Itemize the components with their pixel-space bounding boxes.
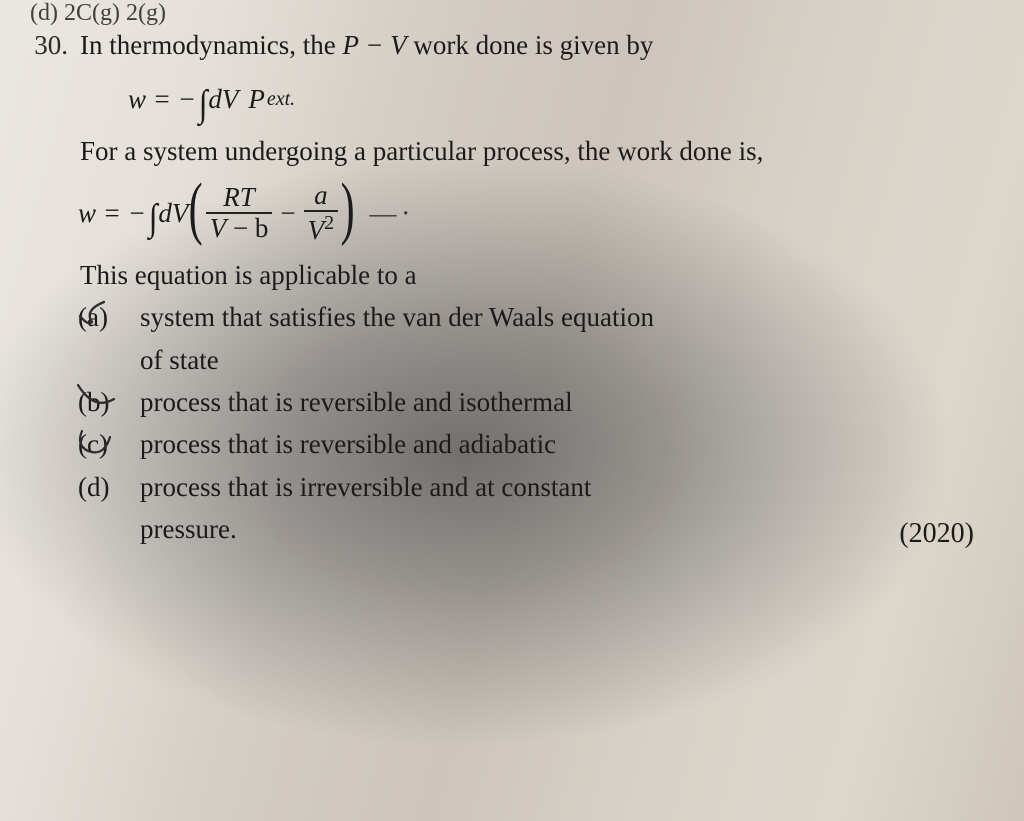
eq2-frac1-num: RT [206,183,273,215]
eq2-frac2: a V2 [304,181,339,246]
eq2-frac1: RT V − b [206,183,273,244]
eq1-P-sub: ext. [267,85,295,113]
option-d: (d) process that is irreversible and at … [78,468,984,506]
option-a-cont: of state [78,341,984,379]
integral-sign-icon: ∫ [199,78,208,132]
option-d-text: process that is irreversible and at cons… [140,468,984,506]
option-b-text: process that is reversible and isotherma… [140,383,984,421]
eq2-lhs: w = − [78,194,146,232]
option-a-label: (a) [78,298,140,336]
stem-line-2: For a system undergoing a particular pro… [80,132,984,170]
equation-2: w = − ∫ dV ( RT V − b − a V2 ) — · [18,181,984,246]
eq2-frac1-den-v: V [210,213,227,243]
eq2-trail-mark: — · [369,194,409,232]
question-stem-row: 30. In thermodynamics, the P − V work do… [18,26,984,64]
stem-line-2-row: For a system undergoing a particular pro… [18,132,984,170]
option-a-text: system that satisfies the van der Waals … [140,298,984,336]
equation-1: w = − ∫ dV Pext. [18,72,984,126]
eq1-P: P [248,80,265,118]
option-b-label-text: (b) [78,387,109,417]
stem-text-1b: work done is given by [413,30,653,60]
stem-text-1: In thermodynamics, the [80,30,336,60]
option-a-label-text: (a) [78,302,108,332]
option-c-label: (c) [78,425,140,463]
option-c-text: process that is reversible and adiabatic [140,425,984,463]
eq1-dv: dV [208,80,238,118]
cropped-previous-line: (d) 2C(g) 2(g) [30,0,166,30]
eq2-frac1-den-rest: − b [226,213,268,243]
option-d-label-text: (d) [78,472,109,502]
eq2-frac2-num: a [304,181,339,213]
option-c: (c) process that is reversible and adiab… [78,425,984,463]
option-c-label-text: (c) [78,429,108,459]
eq2-frac2-den: V [308,215,325,245]
option-b: (b) process that is reversible and isoth… [78,383,984,421]
option-a: (a) system that satisfies the van der Wa… [78,298,984,336]
integral-sign-icon: ∫ [149,192,158,246]
eq2-frac2-den-sup: 2 [324,212,334,234]
stem-pv: P − V [342,30,406,60]
options-list: (a) system that satisfies the van der Wa… [18,298,984,548]
option-d-label: (d) [78,468,140,506]
lead-in: This equation is applicable to a [80,256,984,294]
page-content: (d) 2C(g) 2(g) 30. In thermodynamics, th… [0,0,1024,554]
lead-in-row: This equation is applicable to a [18,256,984,294]
option-b-label: (b) [78,383,140,421]
eq1-lhs: w = − [128,80,196,118]
question-number: 30. [18,26,80,64]
eq2-minus: − [280,194,295,232]
question-stem: In thermodynamics, the P − V work done i… [80,26,984,64]
eq2-dv: dV [158,194,188,232]
